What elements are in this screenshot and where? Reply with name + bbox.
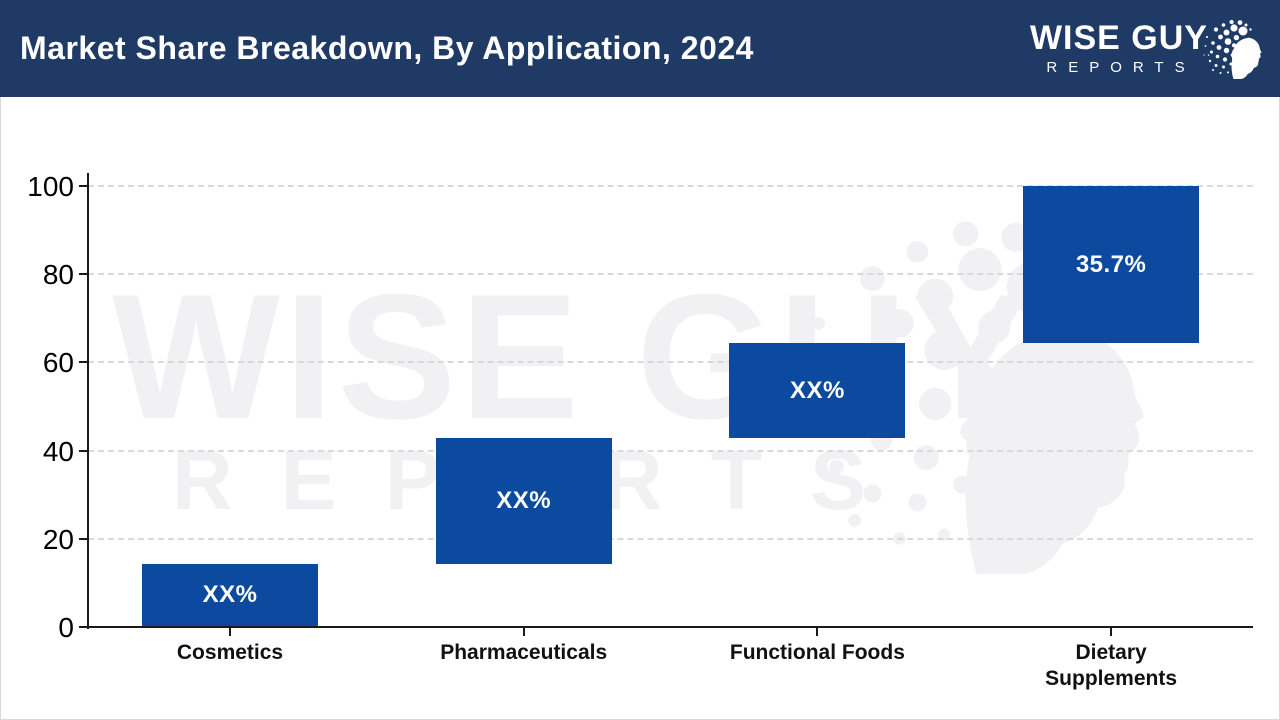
bar-value-label: 35.7%	[1075, 250, 1147, 278]
gridline-40	[88, 449, 1253, 452]
y-tick-label-100: 100	[27, 171, 74, 202]
y-tick-mark-20	[79, 537, 87, 540]
bar-value-label: XX%	[789, 376, 845, 404]
x-tick-mark-0	[229, 627, 231, 636]
bar-value-label: XX%	[202, 581, 258, 609]
y-tick-label-40: 40	[42, 435, 74, 467]
page-title: Market Share Breakdown, By Application, …	[20, 30, 754, 66]
y-tick-mark-40	[79, 449, 87, 452]
gridline-80	[88, 273, 1253, 276]
bar-pharmaceuticals: XX%	[435, 437, 612, 564]
bar-value-label: XX%	[496, 486, 552, 514]
bar-functional-foods: XX%	[729, 343, 906, 438]
category-label: Functional Foods	[729, 641, 905, 664]
brand-logo: WISE GUY REPORTS	[1030, 7, 1270, 91]
y-axis-line	[87, 173, 89, 629]
y-tick-mark-0	[79, 626, 87, 628]
category-label: Dietary Supplements	[1045, 641, 1178, 691]
gridline-100	[88, 185, 1253, 187]
y-tick-label-80: 80	[42, 259, 74, 291]
y-tick-label-20: 20	[42, 523, 74, 555]
y-tick-mark-60	[79, 361, 87, 364]
y-tick-mark-100	[79, 185, 87, 187]
brand-face-dots-icon	[1198, 7, 1270, 91]
brand-subtitle: REPORTS	[1046, 59, 1196, 76]
brand-logo-text: WISE GUY REPORTS	[1030, 21, 1208, 76]
gridline-60	[88, 361, 1253, 364]
category-label: Pharmaceuticals	[440, 641, 608, 664]
category-label: Cosmetics	[176, 641, 284, 664]
brand-name: WISE GUY	[1029, 19, 1208, 57]
bar-cosmetics: XX%	[142, 563, 318, 627]
x-tick-mark-2	[816, 627, 819, 636]
y-tick-mark-80	[79, 273, 87, 276]
y-tick-label-0: 0	[58, 612, 74, 643]
bar-dietary-supplements: 35.7%	[1023, 186, 1200, 344]
x-axis-line	[87, 626, 1253, 628]
y-tick-label-60: 60	[42, 347, 74, 379]
x-tick-mark-3	[1110, 627, 1113, 636]
gridline-20	[88, 537, 1253, 540]
x-tick-mark-1	[522, 627, 525, 636]
header-bar: Market Share Breakdown, By Application, …	[0, 0, 1280, 97]
